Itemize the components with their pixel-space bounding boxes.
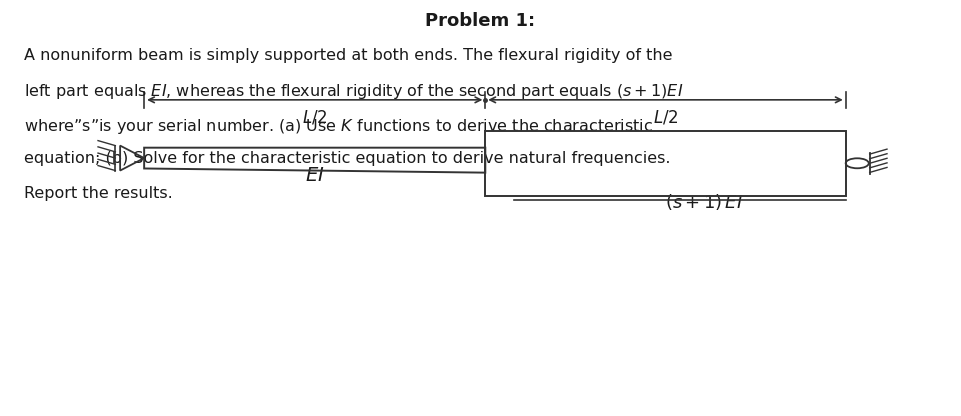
Text: Report the results.: Report the results.: [24, 186, 173, 201]
Text: left part equals $EI$, whereas the flexural rigidity of the second part equals $: left part equals $EI$, whereas the flexu…: [24, 82, 683, 102]
Text: A nonuniform beam is simply supported at both ends. The flexural rigidity of the: A nonuniform beam is simply supported at…: [24, 48, 673, 63]
Text: equation; (b) Solve for the characteristic equation to derive natural frequencie: equation; (b) Solve for the characterist…: [24, 151, 671, 166]
Text: $L/2$: $L/2$: [302, 108, 328, 126]
Text: $(s+1)\,EI$: $(s+1)\,EI$: [665, 192, 743, 212]
Text: $L/2$: $L/2$: [653, 108, 678, 126]
Text: where”s”is your serial number. (a) Use $K$ functions to derive the characteristi: where”s”is your serial number. (a) Use $…: [24, 117, 653, 136]
Text: $EI$: $EI$: [305, 166, 325, 185]
Text: Problem 1:: Problem 1:: [426, 12, 535, 30]
